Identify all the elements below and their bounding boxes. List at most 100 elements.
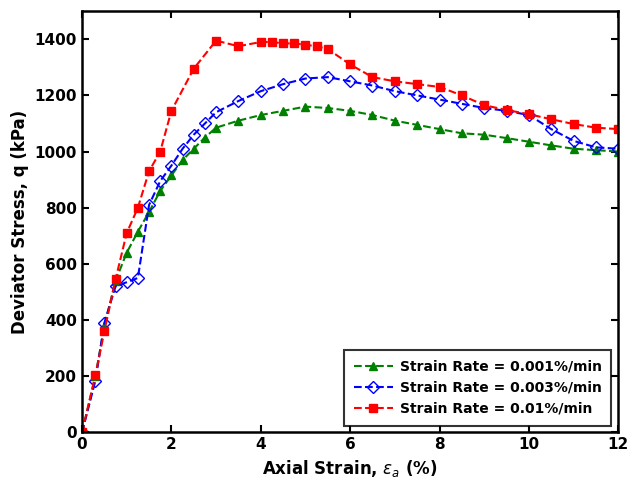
Strain Rate = 0.001%/min <box>279 108 287 114</box>
Strain Rate = 0.01%/min <box>570 121 577 127</box>
Strain Rate = 0.01%/min <box>547 116 555 122</box>
Line: Strain Rate = 0.001%/min: Strain Rate = 0.001%/min <box>78 102 623 437</box>
Strain Rate = 0.003%/min <box>257 88 264 94</box>
Strain Rate = 0.01%/min <box>100 328 108 334</box>
Strain Rate = 0.003%/min <box>212 109 220 115</box>
Strain Rate = 0.001%/min <box>413 122 421 128</box>
Strain Rate = 0.01%/min <box>458 93 466 98</box>
Strain Rate = 0.01%/min <box>268 39 276 45</box>
Strain Rate = 0.01%/min <box>279 41 287 47</box>
Strain Rate = 0.001%/min <box>212 125 220 131</box>
Strain Rate = 0.003%/min <box>92 378 99 384</box>
Strain Rate = 0.001%/min <box>145 209 153 215</box>
Strain Rate = 0.001%/min <box>168 172 175 178</box>
Strain Rate = 0.01%/min <box>291 41 298 47</box>
Strain Rate = 0.003%/min <box>78 430 86 436</box>
Strain Rate = 0.003%/min <box>168 163 175 169</box>
Y-axis label: Deviator Stress, q (kPa): Deviator Stress, q (kPa) <box>11 110 29 334</box>
Strain Rate = 0.01%/min <box>413 81 421 87</box>
Strain Rate = 0.001%/min <box>436 126 444 132</box>
Strain Rate = 0.003%/min <box>481 105 488 111</box>
Strain Rate = 0.003%/min <box>413 93 421 98</box>
Strain Rate = 0.001%/min <box>190 146 198 152</box>
Strain Rate = 0.01%/min <box>168 108 175 114</box>
Strain Rate = 0.003%/min <box>279 81 287 87</box>
Strain Rate = 0.003%/min <box>156 178 164 184</box>
Strain Rate = 0.001%/min <box>123 250 131 256</box>
Strain Rate = 0.003%/min <box>614 146 622 152</box>
Strain Rate = 0.001%/min <box>547 143 555 148</box>
Strain Rate = 0.001%/min <box>614 148 622 154</box>
Strain Rate = 0.01%/min <box>123 230 131 236</box>
Strain Rate = 0.003%/min <box>134 275 141 281</box>
Legend: Strain Rate = 0.001%/min, Strain Rate = 0.003%/min, Strain Rate = 0.01%/min: Strain Rate = 0.001%/min, Strain Rate = … <box>344 350 611 425</box>
Strain Rate = 0.003%/min <box>190 132 198 138</box>
Strain Rate = 0.003%/min <box>235 98 243 104</box>
Strain Rate = 0.01%/min <box>346 62 354 68</box>
Strain Rate = 0.01%/min <box>235 43 243 49</box>
Strain Rate = 0.001%/min <box>592 147 600 153</box>
Strain Rate = 0.003%/min <box>179 146 186 152</box>
Strain Rate = 0.001%/min <box>235 118 243 123</box>
Strain Rate = 0.001%/min <box>78 430 86 436</box>
Strain Rate = 0.001%/min <box>156 188 164 194</box>
Strain Rate = 0.001%/min <box>112 278 120 284</box>
X-axis label: Axial Strain, $\varepsilon_a$ (%): Axial Strain, $\varepsilon_a$ (%) <box>262 458 438 479</box>
Strain Rate = 0.003%/min <box>112 283 120 289</box>
Strain Rate = 0.01%/min <box>145 168 153 174</box>
Strain Rate = 0.01%/min <box>391 78 399 84</box>
Strain Rate = 0.01%/min <box>112 276 120 282</box>
Strain Rate = 0.003%/min <box>346 78 354 84</box>
Strain Rate = 0.003%/min <box>436 97 444 102</box>
Strain Rate = 0.01%/min <box>324 46 332 52</box>
Strain Rate = 0.001%/min <box>391 118 399 123</box>
Strain Rate = 0.003%/min <box>458 101 466 107</box>
Strain Rate = 0.003%/min <box>145 202 153 208</box>
Strain Rate = 0.01%/min <box>190 66 198 72</box>
Strain Rate = 0.01%/min <box>156 148 164 154</box>
Strain Rate = 0.01%/min <box>592 125 600 131</box>
Line: Strain Rate = 0.003%/min: Strain Rate = 0.003%/min <box>78 73 623 437</box>
Strain Rate = 0.001%/min <box>301 104 309 110</box>
Strain Rate = 0.003%/min <box>201 121 209 126</box>
Strain Rate = 0.003%/min <box>100 320 108 326</box>
Strain Rate = 0.01%/min <box>257 39 264 45</box>
Strain Rate = 0.003%/min <box>592 145 600 150</box>
Strain Rate = 0.003%/min <box>525 112 532 118</box>
Strain Rate = 0.003%/min <box>123 279 131 285</box>
Strain Rate = 0.01%/min <box>134 205 141 211</box>
Strain Rate = 0.01%/min <box>436 84 444 90</box>
Strain Rate = 0.001%/min <box>201 135 209 141</box>
Strain Rate = 0.001%/min <box>570 146 577 152</box>
Strain Rate = 0.001%/min <box>92 373 99 379</box>
Strain Rate = 0.01%/min <box>301 42 309 48</box>
Strain Rate = 0.003%/min <box>570 138 577 144</box>
Strain Rate = 0.003%/min <box>369 83 376 89</box>
Strain Rate = 0.01%/min <box>212 38 220 44</box>
Strain Rate = 0.003%/min <box>391 88 399 94</box>
Strain Rate = 0.01%/min <box>313 43 321 49</box>
Strain Rate = 0.01%/min <box>369 74 376 80</box>
Strain Rate = 0.01%/min <box>92 372 99 378</box>
Strain Rate = 0.001%/min <box>369 112 376 118</box>
Strain Rate = 0.01%/min <box>78 430 86 436</box>
Strain Rate = 0.003%/min <box>547 126 555 132</box>
Strain Rate = 0.01%/min <box>481 102 488 108</box>
Strain Rate = 0.003%/min <box>301 75 309 81</box>
Strain Rate = 0.001%/min <box>134 229 141 235</box>
Strain Rate = 0.001%/min <box>100 323 108 329</box>
Strain Rate = 0.01%/min <box>525 111 532 117</box>
Strain Rate = 0.001%/min <box>179 157 186 163</box>
Strain Rate = 0.003%/min <box>502 108 510 114</box>
Strain Rate = 0.001%/min <box>525 139 532 145</box>
Strain Rate = 0.001%/min <box>458 130 466 136</box>
Strain Rate = 0.001%/min <box>346 108 354 114</box>
Strain Rate = 0.003%/min <box>324 74 332 80</box>
Strain Rate = 0.001%/min <box>257 112 264 118</box>
Strain Rate = 0.01%/min <box>502 107 510 113</box>
Strain Rate = 0.001%/min <box>502 135 510 141</box>
Strain Rate = 0.001%/min <box>481 132 488 138</box>
Strain Rate = 0.01%/min <box>614 126 622 132</box>
Strain Rate = 0.001%/min <box>324 105 332 111</box>
Line: Strain Rate = 0.01%/min: Strain Rate = 0.01%/min <box>78 36 623 437</box>
